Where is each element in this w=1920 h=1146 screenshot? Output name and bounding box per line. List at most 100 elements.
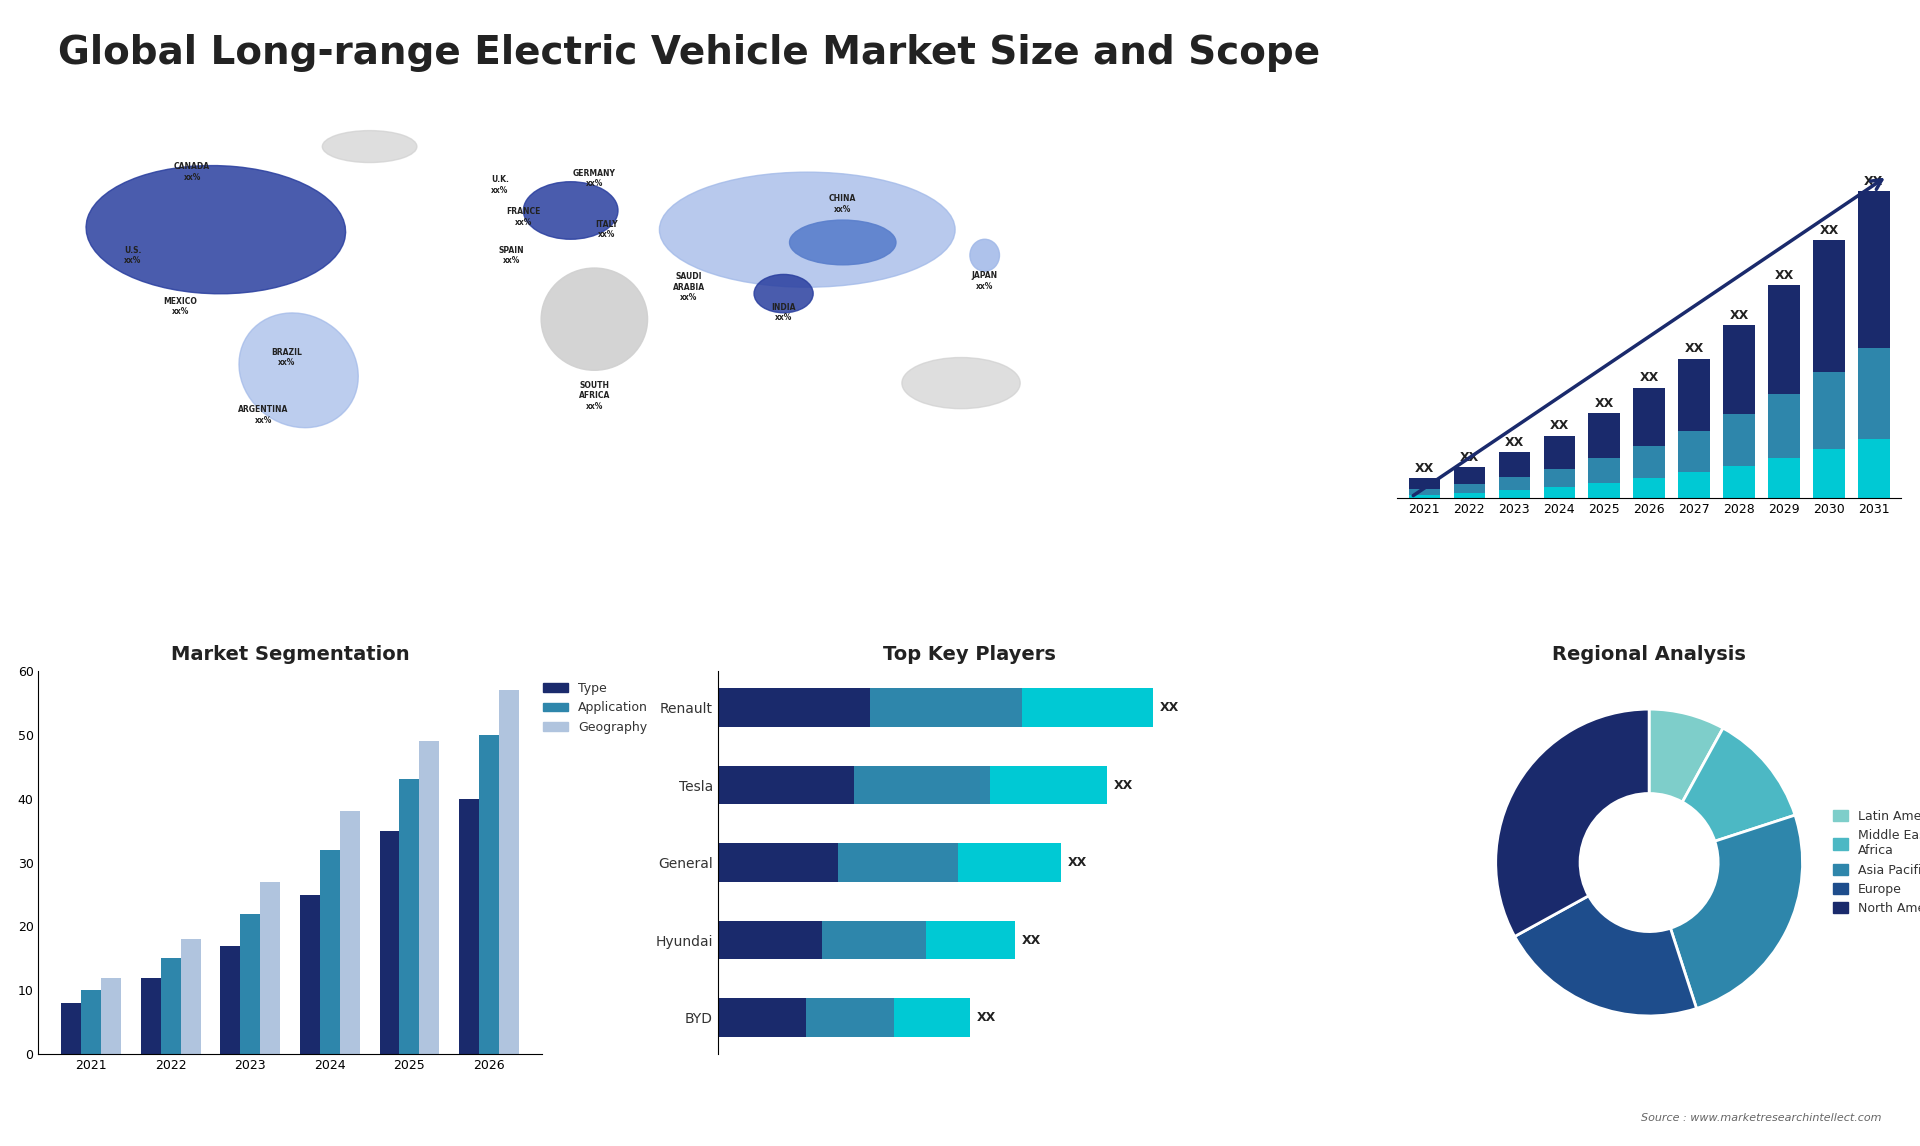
Bar [958, 843, 1062, 882]
Bar [1634, 387, 1665, 446]
Bar [321, 849, 340, 1054]
Text: Global Long-range Electric Vehicle Market Size and Scope: Global Long-range Electric Vehicle Marke… [58, 34, 1319, 72]
Bar [1724, 325, 1755, 415]
Text: INDIA
xx%: INDIA xx% [772, 303, 797, 322]
Bar [1768, 458, 1799, 499]
Bar [140, 978, 161, 1054]
Text: XX: XX [1820, 225, 1839, 237]
Text: XX: XX [1021, 934, 1041, 947]
Bar [1409, 489, 1440, 495]
Bar [895, 998, 970, 1037]
Bar [718, 766, 854, 804]
Bar [837, 843, 958, 882]
Text: CHINA
xx%: CHINA xx% [829, 195, 856, 214]
Text: XX: XX [1549, 419, 1569, 432]
Bar [480, 735, 499, 1054]
Legend: Type, Application, Geography: Type, Application, Geography [538, 677, 653, 738]
Bar [1453, 493, 1484, 499]
Bar [1768, 394, 1799, 458]
Text: XX: XX [1415, 462, 1434, 474]
Text: GERMANY
xx%: GERMANY xx% [572, 168, 616, 188]
Bar [161, 958, 180, 1054]
Text: U.K.
xx%: U.K. xx% [492, 175, 509, 195]
Text: MEXICO
xx%: MEXICO xx% [163, 297, 198, 316]
Bar [1634, 446, 1665, 478]
Bar [1500, 477, 1530, 490]
Bar [1634, 478, 1665, 499]
Text: SOUTH
AFRICA
xx%: SOUTH AFRICA xx% [578, 380, 611, 410]
Wedge shape [1682, 728, 1795, 841]
Bar [1768, 285, 1799, 394]
Text: XX: XX [1459, 450, 1478, 464]
Bar [1812, 449, 1845, 499]
Bar [81, 990, 102, 1054]
Ellipse shape [789, 220, 897, 265]
Text: XX: XX [977, 1011, 996, 1025]
Text: XX: XX [1684, 343, 1703, 355]
Ellipse shape [86, 165, 346, 293]
Bar [499, 690, 518, 1054]
Text: XX: XX [1160, 701, 1179, 714]
Text: XX: XX [1730, 309, 1749, 322]
Ellipse shape [970, 240, 1000, 272]
Bar [854, 766, 991, 804]
Text: ITALY
xx%: ITALY xx% [595, 220, 618, 240]
Bar [1859, 347, 1889, 439]
Ellipse shape [755, 274, 814, 313]
Bar [1812, 372, 1845, 449]
Bar [1588, 458, 1620, 482]
Bar [718, 998, 806, 1037]
Text: U.S.
xx%: U.S. xx% [125, 245, 142, 265]
Bar [1453, 484, 1484, 493]
Bar [221, 945, 240, 1054]
Bar [1678, 472, 1711, 499]
Bar [340, 811, 359, 1054]
Bar [1588, 414, 1620, 458]
Ellipse shape [902, 358, 1020, 409]
Bar [1409, 478, 1440, 489]
Bar [1544, 435, 1574, 469]
Bar [240, 913, 261, 1054]
Bar [1859, 439, 1889, 499]
Bar [925, 920, 1016, 959]
Bar [61, 1003, 81, 1054]
Bar [1544, 487, 1574, 499]
Text: CANADA
xx%: CANADA xx% [175, 163, 209, 182]
Text: SPAIN
xx%: SPAIN xx% [499, 245, 524, 265]
Bar [1453, 466, 1484, 484]
Bar [1021, 689, 1152, 727]
Text: JAPAN
xx%: JAPAN xx% [972, 272, 998, 290]
Bar [822, 920, 925, 959]
Wedge shape [1649, 709, 1722, 802]
Text: XX: XX [1864, 175, 1884, 188]
Bar [102, 978, 121, 1054]
Ellipse shape [323, 131, 417, 163]
Ellipse shape [238, 313, 359, 427]
Text: XX: XX [1505, 437, 1524, 449]
Bar [718, 920, 822, 959]
Title: Top Key Players: Top Key Players [883, 645, 1056, 664]
Bar [718, 843, 837, 882]
Ellipse shape [541, 268, 647, 370]
Bar [180, 940, 200, 1054]
Text: XX: XX [1640, 371, 1659, 384]
Bar [1500, 453, 1530, 477]
Circle shape [1580, 793, 1718, 932]
Bar [1678, 431, 1711, 472]
Bar [718, 689, 870, 727]
Wedge shape [1670, 815, 1803, 1008]
Wedge shape [1496, 709, 1649, 936]
Legend: Latin America, Middle East &
Africa, Asia Pacific, Europe, North America: Latin America, Middle East & Africa, Asi… [1828, 804, 1920, 920]
Ellipse shape [524, 182, 618, 240]
Text: XX: XX [1114, 778, 1133, 792]
Title: Regional Analysis: Regional Analysis [1551, 645, 1745, 664]
Bar [1500, 490, 1530, 499]
Bar [459, 799, 480, 1054]
Wedge shape [1515, 896, 1697, 1017]
Bar [1724, 465, 1755, 499]
Bar [300, 895, 321, 1054]
Bar [870, 689, 1021, 727]
Text: XX: XX [1774, 268, 1793, 282]
Bar [261, 881, 280, 1054]
Ellipse shape [659, 172, 954, 288]
